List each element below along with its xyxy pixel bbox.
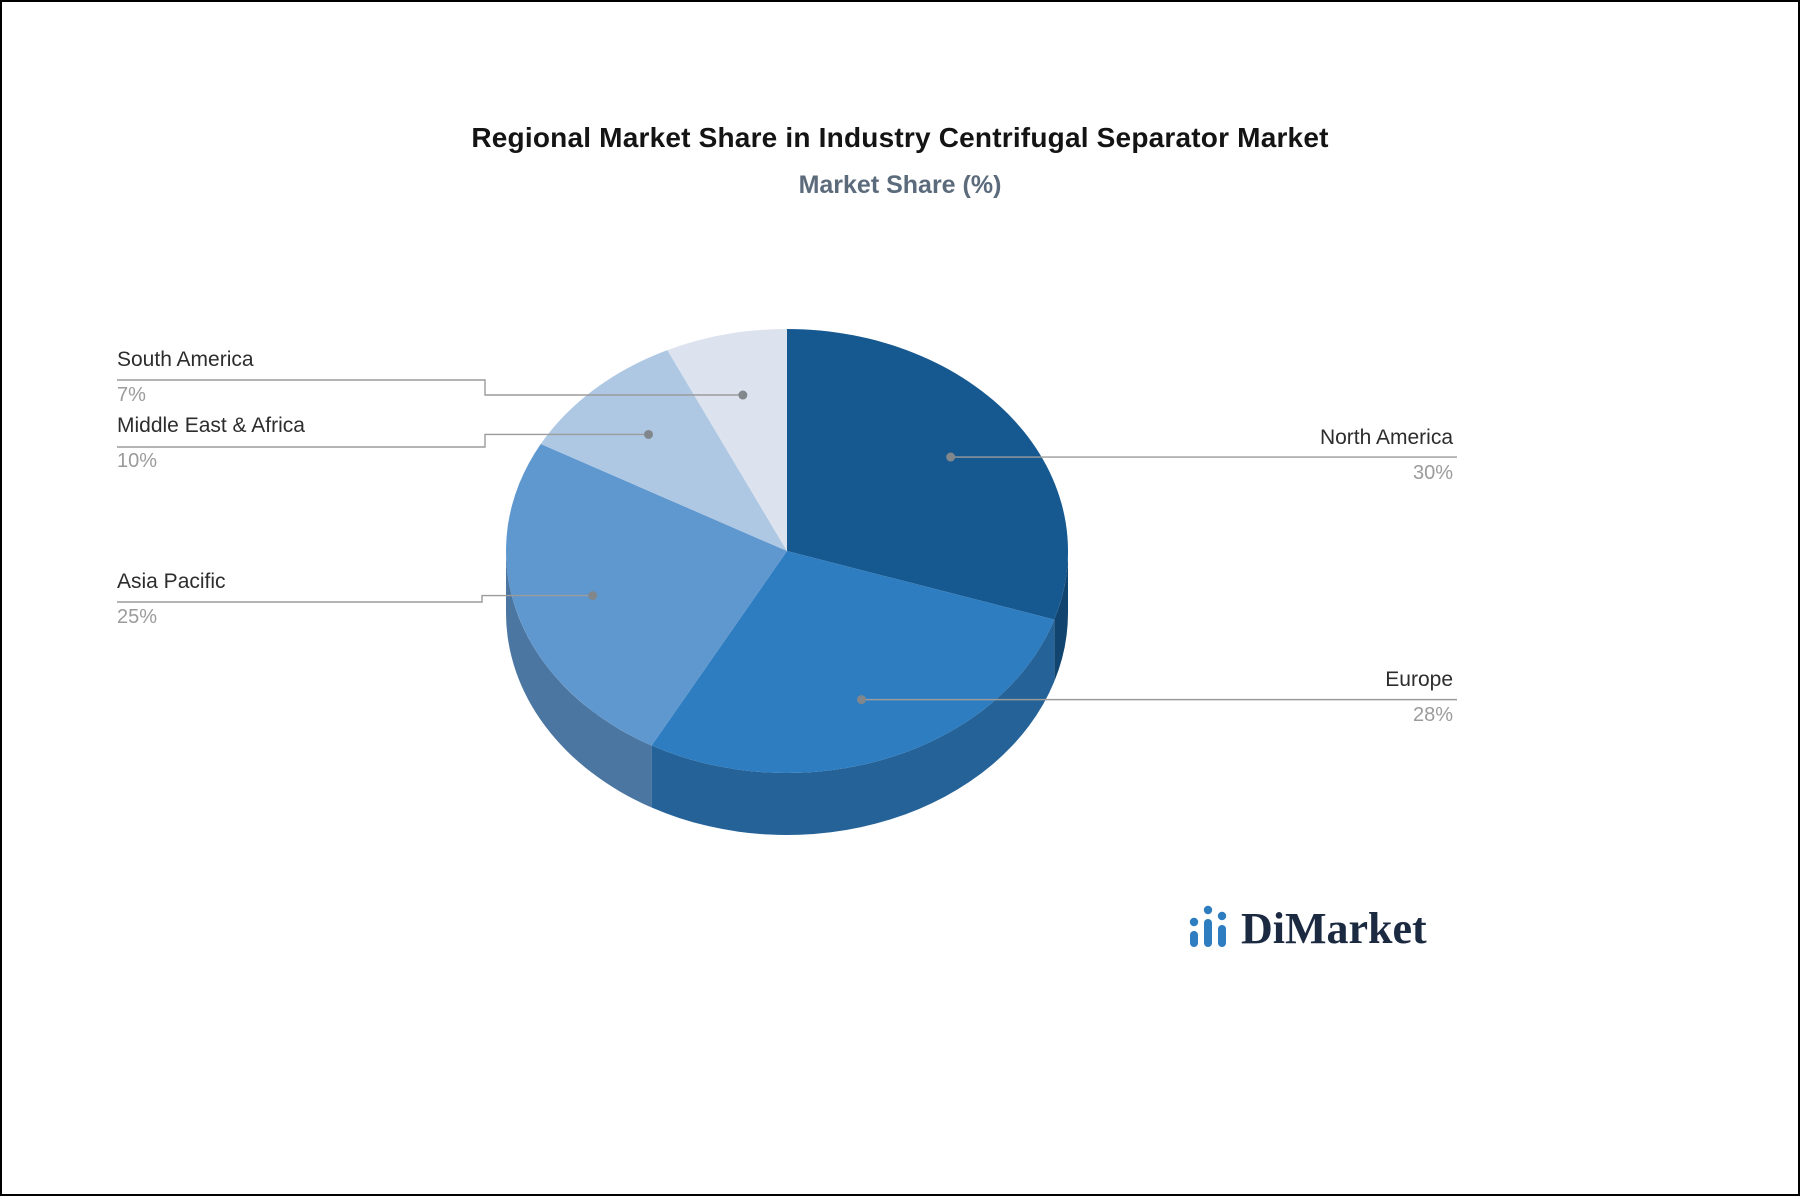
slice-label: North America — [1319, 426, 1453, 449]
slice-value: 30% — [1412, 462, 1453, 484]
callout-asia-pacific: Asia Pacific 25% — [117, 570, 226, 629]
pie-slice-middle-east-africa[interactable] — [540, 350, 787, 551]
callout-europe: Europe 28% — [1385, 668, 1453, 727]
leader-dot — [588, 591, 598, 601]
slice-value: 28% — [1412, 704, 1453, 726]
leader-dot — [644, 429, 654, 439]
pie-slice-south-america[interactable] — [667, 329, 787, 551]
pie-slice-north-america[interactable] — [787, 329, 1068, 620]
brand-logo: DiMarket — [1185, 901, 1427, 953]
slice-label: Middle East & Africa — [117, 414, 305, 437]
leader-dot — [856, 695, 866, 705]
slice-label: Asia Pacific — [117, 570, 226, 593]
leader-line — [117, 433, 649, 448]
slice-label: Europe — [1385, 668, 1453, 691]
chart-subtitle: Market Share (%) — [798, 171, 1002, 199]
bar-chart-icon — [1189, 905, 1227, 947]
leader-line — [117, 379, 743, 396]
pie-slice-side — [651, 619, 1055, 835]
slice-label: South America — [117, 348, 254, 371]
leader-dot — [946, 452, 956, 462]
slice-value: 25% — [117, 606, 158, 628]
pie-slice-europe[interactable] — [651, 551, 1055, 773]
callout-north-america: North America 30% — [1320, 426, 1453, 485]
pie-slice-asia-pacific[interactable] — [505, 444, 787, 746]
callout-middle-east-africa: Middle East & Africa 10% — [117, 414, 305, 473]
leader-line — [117, 594, 593, 603]
leader-dot — [738, 390, 748, 400]
pie-slice-side — [506, 551, 652, 808]
pie-slice-side — [1054, 551, 1068, 682]
slice-value: 10% — [117, 450, 158, 472]
brand-name: DiMarket — [1241, 903, 1427, 953]
chart-title: Regional Market Share in Industry Centri… — [471, 122, 1329, 153]
callout-south-america: South America 7% — [117, 348, 254, 407]
slice-value: 7% — [117, 384, 146, 406]
